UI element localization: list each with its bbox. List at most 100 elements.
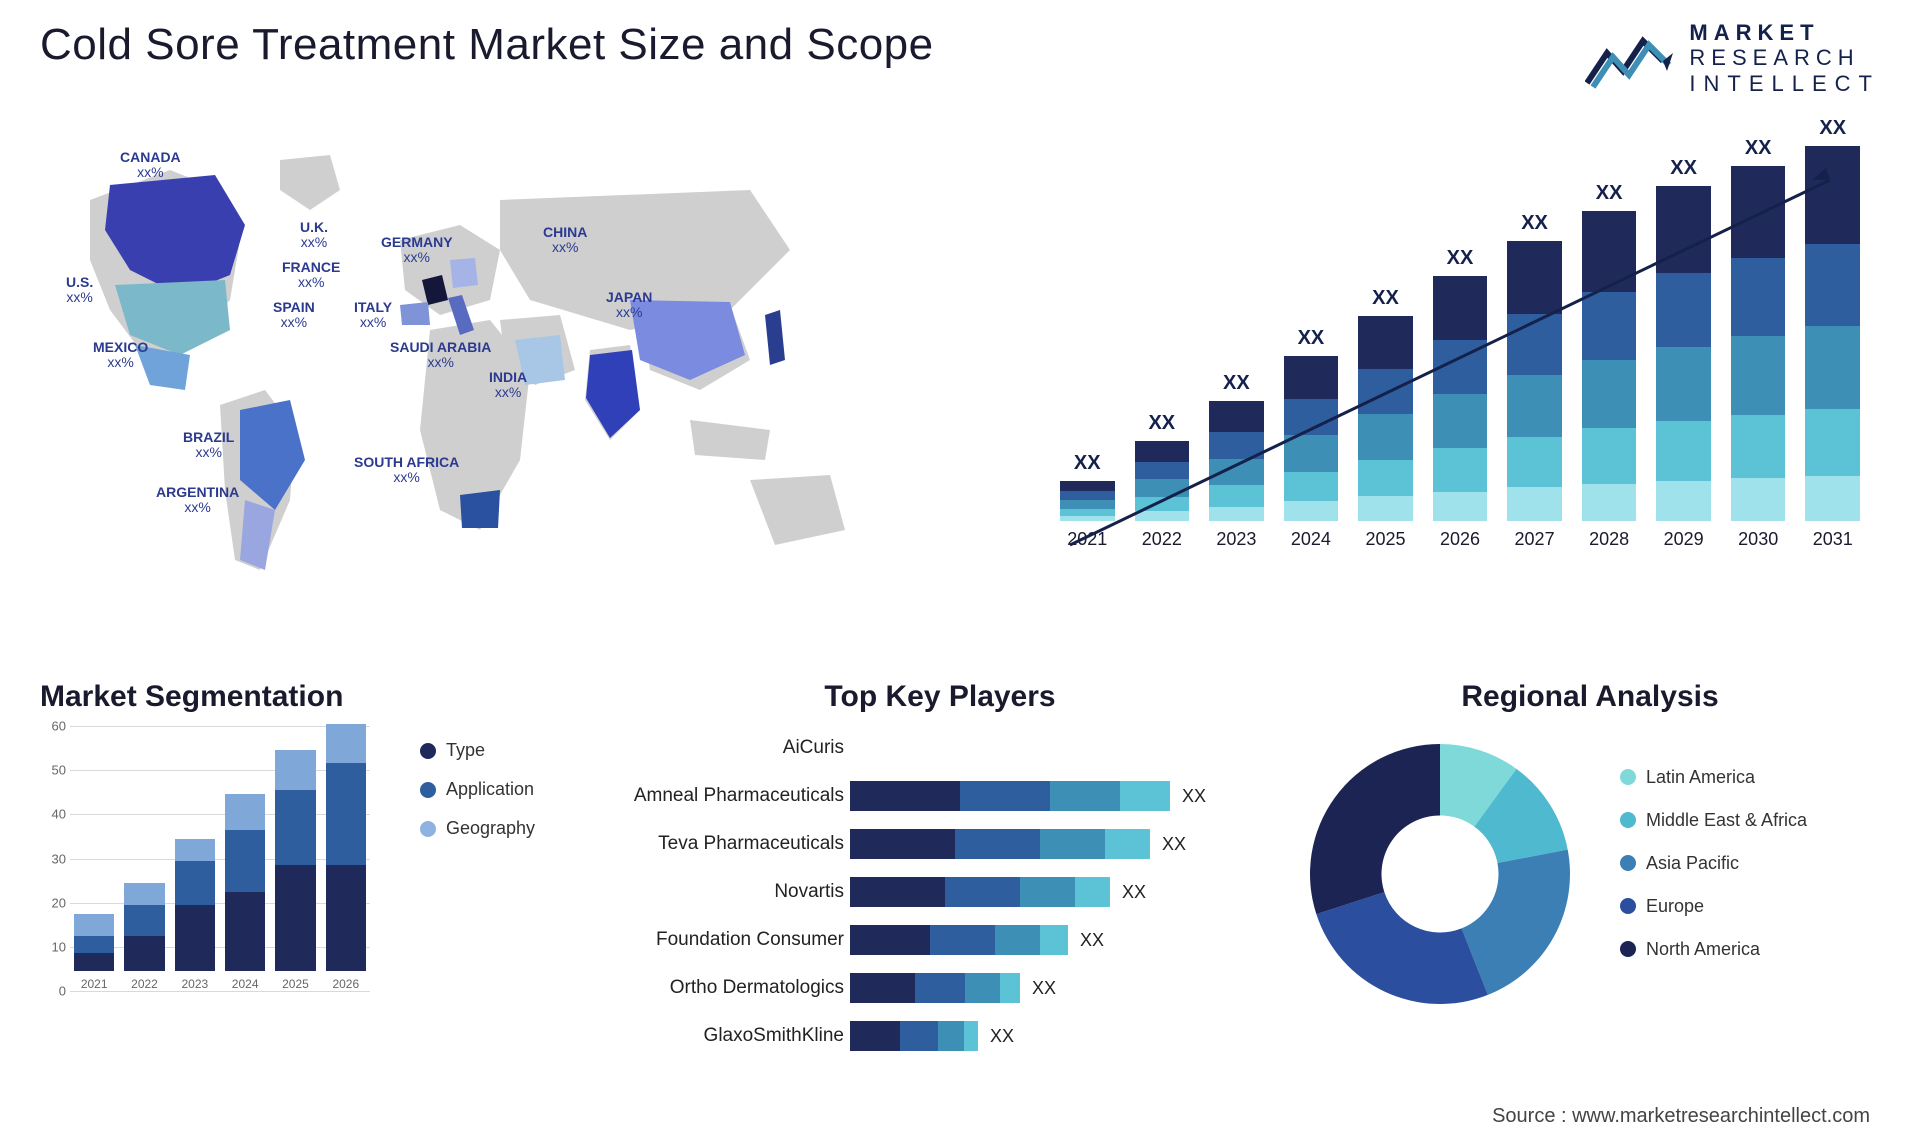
kp-seg xyxy=(1040,829,1105,859)
seg-bar-seg xyxy=(225,830,265,892)
kp-seg xyxy=(900,1021,938,1051)
kp-row: Amneal PharmaceuticalsXX xyxy=(630,776,1250,816)
kp-seg xyxy=(850,877,945,907)
map-label-france: FRANCExx% xyxy=(282,260,340,291)
growth-seg xyxy=(1284,472,1339,502)
kp-bar xyxy=(850,1021,978,1051)
growth-bar-2028: XX 2028 xyxy=(1582,182,1637,550)
growth-seg xyxy=(1656,481,1711,521)
regional-legend-item: Latin America xyxy=(1620,767,1807,788)
kp-row: AiCuris xyxy=(630,728,1250,768)
growth-seg xyxy=(1060,500,1115,509)
map-country-argentina xyxy=(240,500,275,570)
growth-bar-2026: XX2026 xyxy=(1433,247,1488,550)
source-footer: Source : www.marketresearchintellect.com xyxy=(1492,1105,1870,1128)
growth-seg xyxy=(1805,476,1860,521)
growth-seg xyxy=(1507,241,1562,314)
growth-bar-2027: XX2027 xyxy=(1507,212,1562,550)
growth-seg xyxy=(1805,409,1860,477)
seg-bar-seg xyxy=(275,790,315,865)
growth-seg xyxy=(1731,415,1786,479)
growth-bar-2022: XX2022 xyxy=(1135,412,1190,550)
kp-seg xyxy=(1075,877,1110,907)
legend-dot-icon xyxy=(1620,812,1636,828)
regional-section: Regional Analysis Latin AmericaMiddle Ea… xyxy=(1300,680,1880,1014)
kp-row: GlaxoSmithKline XX xyxy=(630,1016,1250,1056)
seg-year-label: 2021 xyxy=(81,977,108,991)
map-label-us: U.S.xx% xyxy=(66,275,93,306)
regional-legend-item: North America xyxy=(1620,939,1807,960)
seg-bar-seg xyxy=(175,905,215,971)
regional-legend-item: Asia Pacific xyxy=(1620,853,1807,874)
growth-year-label: 2022 xyxy=(1142,529,1182,550)
growth-seg xyxy=(1433,448,1488,492)
growth-seg xyxy=(1805,326,1860,409)
kp-name: AiCuris xyxy=(630,737,850,759)
growth-year-label: 2028 xyxy=(1589,529,1629,550)
seg-ytick: 30 xyxy=(40,851,66,866)
seg-bar-2026: 2026 xyxy=(326,724,366,991)
legend-label: Europe xyxy=(1646,896,1704,917)
legend-dot-icon xyxy=(1620,855,1636,871)
growth-bar-toplabel: XX xyxy=(1596,182,1623,205)
seg-bar-2022: 2022 xyxy=(124,883,164,991)
growth-seg xyxy=(1135,441,1190,462)
legend-label: Application xyxy=(446,779,534,800)
seg-bar-seg xyxy=(225,794,265,829)
growth-seg xyxy=(1507,314,1562,376)
header: Cold Sore Treatment Market Size and Scop… xyxy=(40,20,1880,96)
kp-seg xyxy=(960,781,1050,811)
growth-year-label: 2025 xyxy=(1365,529,1405,550)
growth-seg xyxy=(1209,507,1264,521)
map-country-spain xyxy=(400,302,430,325)
growth-seg xyxy=(1582,428,1637,484)
seg-year-label: 2025 xyxy=(282,977,309,991)
kp-seg xyxy=(850,829,955,859)
growth-bar-toplabel: XX xyxy=(1074,452,1101,475)
growth-year-label: 2031 xyxy=(1813,529,1853,550)
growth-seg xyxy=(1731,336,1786,414)
map-label-china: CHINAxx% xyxy=(543,225,587,256)
growth-seg xyxy=(1209,432,1264,458)
seg-ytick: 60 xyxy=(40,719,66,734)
growth-bar-2025: XX 2025 xyxy=(1358,287,1413,550)
map-label-mexico: MEXICOxx% xyxy=(93,340,148,371)
kp-value-label: XX xyxy=(990,1026,1014,1047)
seg-gridline xyxy=(70,991,370,992)
legend-dot-icon xyxy=(420,743,436,759)
growth-seg xyxy=(1135,479,1190,497)
kp-seg xyxy=(1050,781,1120,811)
legend-dot-icon xyxy=(1620,769,1636,785)
seg-ytick: 20 xyxy=(40,895,66,910)
seg-bar-seg xyxy=(74,936,114,954)
growth-seg xyxy=(1135,462,1190,480)
seg-bar-2023: 2023 xyxy=(175,839,215,991)
world-map-svg xyxy=(30,130,930,630)
growth-seg xyxy=(1656,273,1711,347)
donut-slice xyxy=(1316,892,1487,1004)
growth-seg xyxy=(1060,491,1115,500)
growth-bar-toplabel: XX xyxy=(1372,287,1399,310)
growth-bar-toplabel: XX xyxy=(1223,372,1250,395)
growth-seg xyxy=(1582,292,1637,360)
growth-year-label: 2023 xyxy=(1216,529,1256,550)
regional-legend: Latin AmericaMiddle East & AfricaAsia Pa… xyxy=(1620,767,1807,982)
growth-seg xyxy=(1656,421,1711,481)
map-country-southafrica xyxy=(460,490,500,528)
kp-name: GlaxoSmithKline xyxy=(630,1025,850,1047)
map-label-germany: GERMANYxx% xyxy=(381,235,453,266)
segmentation-legend: TypeApplicationGeography xyxy=(420,740,535,857)
growth-seg xyxy=(1135,511,1190,521)
regional-donut xyxy=(1300,734,1580,1014)
growth-seg xyxy=(1805,244,1860,327)
map-label-italy: ITALYxx% xyxy=(354,300,392,331)
growth-chart: XX2021XX2022XX2023XX2024XX2025XX2026XX20… xyxy=(1060,150,1860,580)
legend-dot-icon xyxy=(420,782,436,798)
growth-seg xyxy=(1731,478,1786,521)
legend-label: Geography xyxy=(446,818,535,839)
kp-bar xyxy=(850,877,1110,907)
legend-label: Latin America xyxy=(1646,767,1755,788)
seg-bar-seg xyxy=(74,914,114,936)
growth-year-label: 2026 xyxy=(1440,529,1480,550)
growth-seg xyxy=(1582,484,1637,521)
